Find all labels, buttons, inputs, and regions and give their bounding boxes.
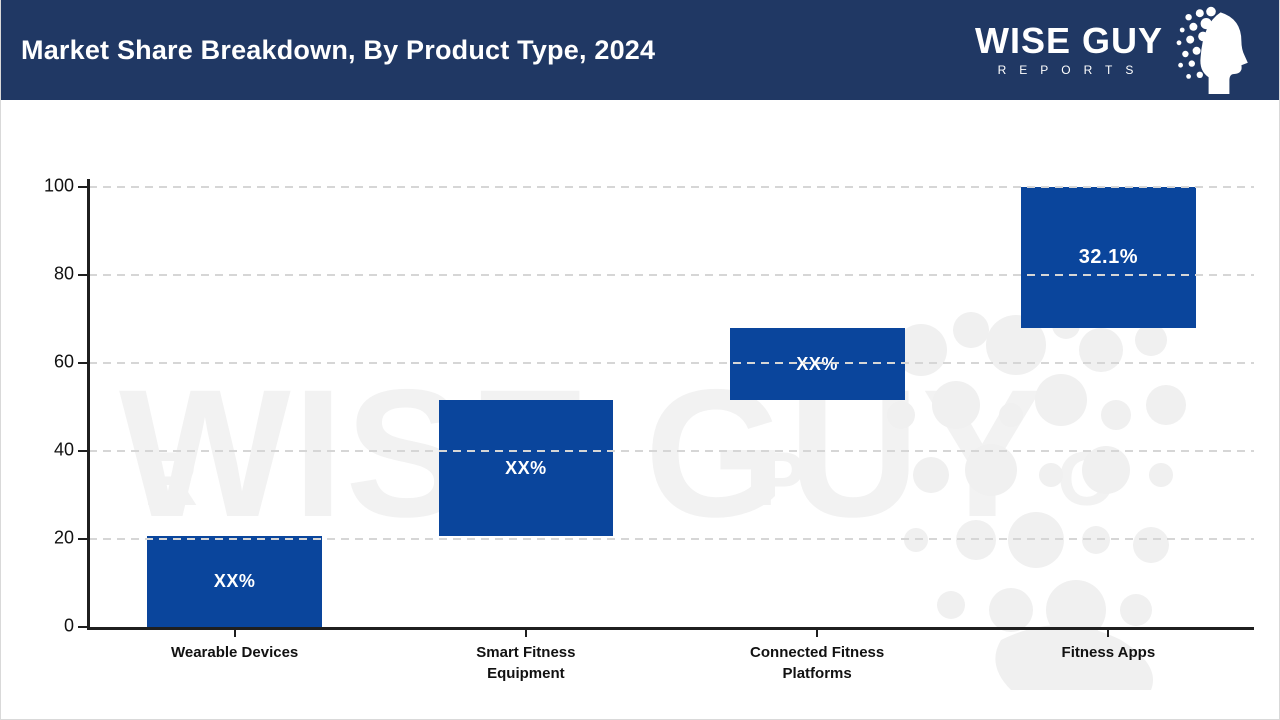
gridline-80 [89, 274, 1254, 276]
gridline-60 [89, 362, 1254, 364]
x-category-label-4: Fitness Apps [1061, 644, 1156, 661]
x-tick-mark-3 [816, 628, 819, 637]
logo-brand-text: WISE GUY [974, 20, 1163, 61]
y-tick-mark-20 [78, 538, 89, 540]
y-tick-label-0: 0 [63, 615, 74, 636]
chart-title: Market Share Breakdown, By Product Type,… [21, 34, 656, 65]
y-tick-label-60: 60 [53, 351, 74, 372]
chart-canvas: WISE GUY R E P O R T S XX%XX%XX%32.1% [1, 100, 1279, 719]
x-category-label-2: Smart Fitness Equipment [476, 644, 576, 682]
bar-value-label: XX% [505, 457, 547, 478]
x-axis-line [87, 626, 1254, 630]
x-tick-mark-2 [524, 628, 527, 637]
gridline-100 [89, 186, 1254, 188]
x-category-label-1: Wearable Devices [170, 644, 299, 661]
x-tick-mark-4 [1107, 628, 1110, 637]
bar-value-label: XX% [213, 570, 256, 591]
header: Market Share Breakdown, By Product Type,… [1, 0, 1279, 100]
y-axis-line [87, 179, 90, 629]
bar-1: XX% [147, 535, 322, 627]
bar-2: XX% [438, 400, 614, 536]
y-tick-mark-80 [78, 274, 89, 276]
logo-sub-text: REPORTS [997, 63, 1147, 77]
y-tick-label-20: 20 [53, 527, 74, 548]
y-tick-mark-40 [78, 450, 89, 452]
bar-value-label: XX% [796, 354, 838, 375]
plot-area: XX% XX% XX% 32.1% 0 20 40 60 80 100 Wearable Dev… [44, 176, 1254, 682]
bar-4: 32.1% [1021, 187, 1196, 329]
y-tick-mark-0 [78, 626, 89, 628]
wise-guy-logo: WISE GUY REPORTS [975, 6, 1253, 94]
logo-head-icon [1176, 6, 1248, 94]
gridline-40 [89, 450, 1254, 452]
gridline-20 [89, 538, 1254, 540]
bar-3: XX% [729, 328, 905, 401]
bar-value-label: 32.1% [1078, 246, 1138, 269]
logo-text: WISE GUY REPORTS [974, 20, 1163, 78]
y-tick-label-80: 80 [53, 263, 74, 284]
x-category-label-3: Connected Fitness Platforms [750, 644, 885, 682]
y-tick-label-40: 40 [53, 439, 74, 460]
y-tick-mark-60 [78, 362, 89, 364]
y-tick-mark-100 [78, 186, 89, 188]
x-tick-mark-1 [233, 628, 236, 637]
y-tick-label-100: 100 [43, 175, 74, 196]
